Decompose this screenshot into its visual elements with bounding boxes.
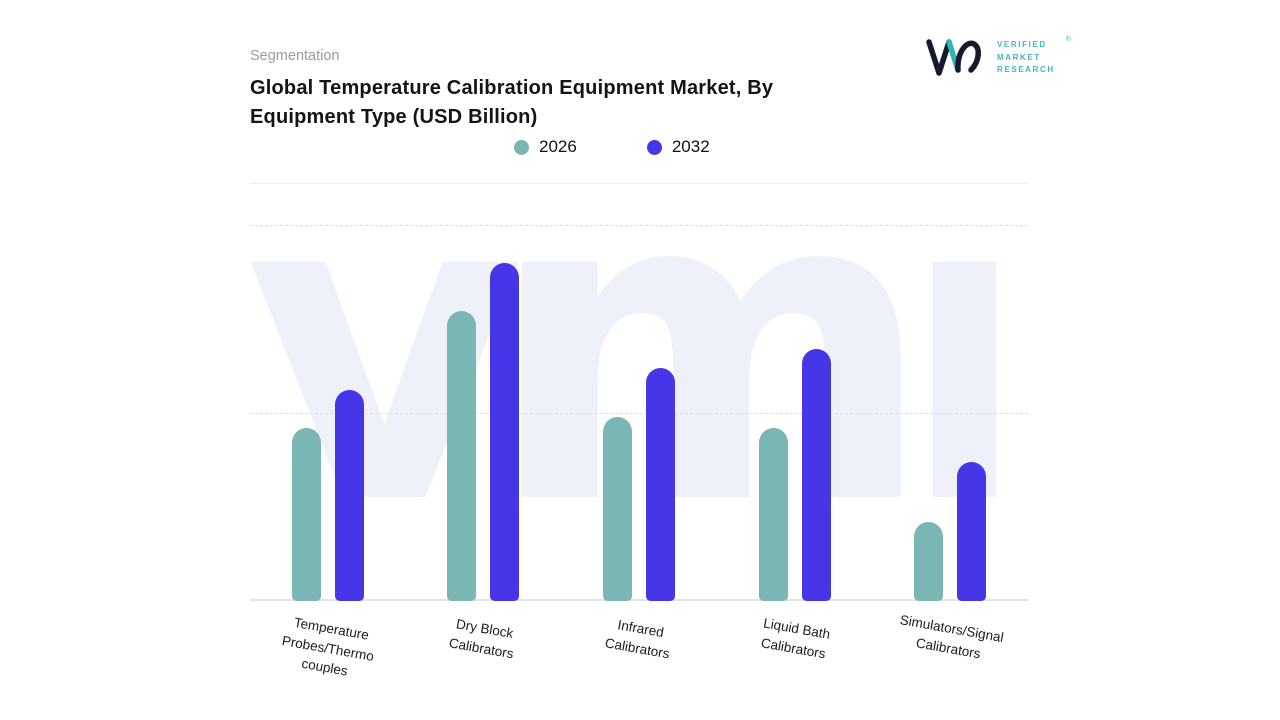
legend-label-2026: 2026 (539, 137, 577, 156)
chart-title-line1: Global Temperature Calibration Equipment… (250, 77, 774, 99)
legend-item-2026: 2026 (514, 137, 577, 157)
legend-label-2032: 2032 (671, 137, 710, 156)
segmentation-label: Segmentation (250, 48, 340, 64)
category-group: Simulators/Signal Calibrators (872, 225, 1028, 661)
x-axis-baseline (250, 599, 1028, 601)
category-group: Temperature Probes/Thermo couples (250, 225, 406, 679)
category-label: Infrared Calibrators (603, 617, 671, 661)
category-label: Liquid Bath Calibrators (759, 615, 831, 661)
bar-2026 (758, 428, 788, 601)
bar-pair (291, 225, 364, 601)
bar-2032 (957, 461, 987, 601)
vmr-logo-mark (926, 39, 981, 76)
legend-dot-2026 (514, 139, 529, 155)
bar-pair (914, 225, 987, 601)
chart-title: Global Temperature Calibration Equipment… (250, 74, 910, 132)
vmr-logo-text: VERIFIED MARKET RESEARCH (997, 39, 1055, 76)
bar-2026 (914, 522, 944, 601)
bar-pair (602, 225, 675, 601)
legend-item-2032: 2032 (646, 137, 710, 157)
bar-2026 (447, 311, 477, 601)
logo-line-market: MARKET (997, 52, 1041, 62)
category-label: Temperature Probes/Thermo couples (280, 614, 375, 679)
chart-title-line2: Equipment Type (USD Billion) (250, 106, 538, 128)
chart-legend: 2026 2032 (514, 137, 710, 157)
gridline-top (250, 225, 1028, 226)
bar-2032 (490, 262, 520, 601)
header-divider (250, 183, 1028, 184)
category-label: Simulators/Signal Calibrators (898, 612, 1005, 661)
category-label: Dry Block Calibrators (448, 616, 516, 661)
registered-trademark-icon: ® (1065, 36, 1071, 43)
logo-line-verified: VERIFIED (997, 40, 1047, 50)
bar-2026 (602, 416, 632, 601)
bar-2032 (334, 390, 364, 601)
plot-area: Temperature Probes/Thermo couples Dry Blo… (250, 225, 1028, 679)
vmr-logo: VERIFIED MARKET RESEARCH ® (926, 36, 1071, 78)
category-group: Infrared Calibrators (561, 225, 717, 661)
bar-pair (447, 225, 520, 601)
bar-groups: Temperature Probes/Thermo couples Dry Blo… (250, 225, 1028, 679)
bar-2026 (291, 428, 321, 601)
bar-pair (758, 225, 831, 601)
bar-2032 (801, 349, 831, 601)
bar-2032 (645, 367, 675, 601)
gridline-middle (250, 413, 1028, 414)
legend-dot-2032 (646, 139, 662, 155)
category-group: Dry Block Calibrators (406, 225, 562, 661)
category-group: Liquid Bath Calibrators (717, 225, 873, 661)
logo-line-research: RESEARCH (997, 65, 1055, 75)
